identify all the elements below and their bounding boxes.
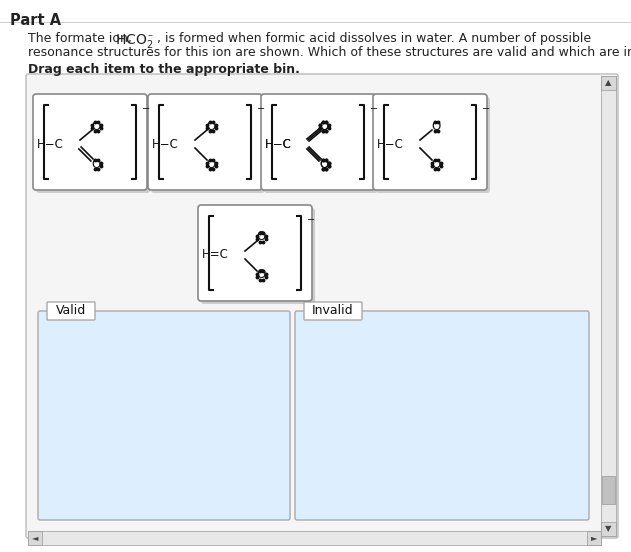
- FancyBboxPatch shape: [376, 97, 490, 193]
- Text: −: −: [482, 104, 490, 114]
- Text: O: O: [319, 157, 329, 171]
- Text: O: O: [91, 157, 100, 171]
- Text: H=C: H=C: [202, 248, 229, 262]
- Text: The formate ion,: The formate ion,: [28, 32, 136, 45]
- Text: $\mathrm{HCO_2^{\,–}}$: $\mathrm{HCO_2^{\,–}}$: [115, 32, 154, 50]
- FancyBboxPatch shape: [295, 311, 589, 520]
- Text: O: O: [319, 119, 329, 132]
- Text: O: O: [256, 231, 266, 243]
- Text: Invalid: Invalid: [312, 305, 354, 317]
- Text: O: O: [256, 268, 266, 282]
- Text: H−C: H−C: [265, 137, 292, 151]
- Text: −: −: [142, 104, 150, 114]
- Bar: [587, 531, 601, 545]
- FancyBboxPatch shape: [148, 94, 262, 190]
- Text: H−C: H−C: [152, 137, 179, 151]
- Bar: [28, 531, 601, 545]
- Text: , is formed when formic acid dissolves in water. A number of possible: , is formed when formic acid dissolves i…: [157, 32, 591, 45]
- FancyBboxPatch shape: [261, 94, 375, 190]
- Text: O: O: [206, 119, 216, 132]
- Text: Valid: Valid: [56, 305, 86, 317]
- Text: H−C: H−C: [265, 137, 292, 151]
- Text: ▼: ▼: [605, 524, 611, 533]
- Bar: [602, 476, 615, 504]
- Text: −: −: [257, 104, 265, 114]
- Text: O: O: [206, 157, 216, 171]
- Bar: [601, 522, 616, 536]
- Bar: [601, 76, 616, 536]
- FancyBboxPatch shape: [151, 97, 265, 193]
- Text: Part A: Part A: [10, 13, 61, 28]
- Text: H−C: H−C: [377, 137, 404, 151]
- Text: O: O: [319, 157, 329, 171]
- Text: resonance structures for this ion are shown. Which of these structures are valid: resonance structures for this ion are sh…: [28, 46, 631, 59]
- FancyBboxPatch shape: [38, 311, 290, 520]
- FancyBboxPatch shape: [47, 302, 95, 320]
- Text: ►: ►: [591, 533, 598, 543]
- Text: −: −: [370, 104, 378, 114]
- FancyBboxPatch shape: [26, 74, 618, 538]
- FancyBboxPatch shape: [198, 205, 312, 301]
- FancyBboxPatch shape: [304, 302, 362, 320]
- FancyBboxPatch shape: [201, 208, 315, 304]
- FancyBboxPatch shape: [264, 97, 378, 193]
- Text: −: −: [307, 215, 315, 225]
- Bar: [28, 531, 42, 545]
- FancyBboxPatch shape: [33, 94, 147, 190]
- Text: O: O: [432, 119, 440, 132]
- Text: Drag each item to the appropriate bin.: Drag each item to the appropriate bin.: [28, 63, 300, 76]
- Bar: [601, 76, 616, 90]
- Text: O: O: [91, 119, 100, 132]
- Text: O: O: [319, 119, 329, 132]
- Text: H−C: H−C: [37, 137, 64, 151]
- FancyBboxPatch shape: [36, 97, 150, 193]
- Text: ▲: ▲: [605, 78, 611, 88]
- Text: O: O: [432, 157, 440, 171]
- Text: ◄: ◄: [32, 533, 38, 543]
- FancyBboxPatch shape: [373, 94, 487, 190]
